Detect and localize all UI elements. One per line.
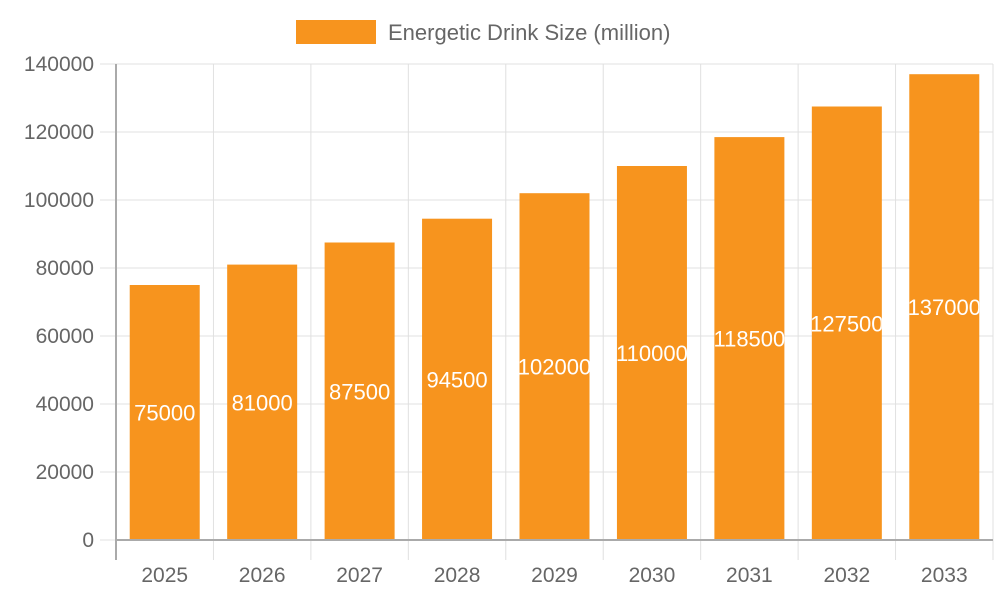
y-tick-label: 60000 [36, 325, 94, 348]
bar-2031 [714, 137, 785, 540]
x-tick-label: 2026 [239, 564, 286, 587]
bar-2028 [422, 218, 493, 540]
data-label-2030: 110000 [616, 341, 688, 366]
y-tick-label: 120000 [24, 121, 94, 144]
x-tick-label: 2025 [141, 564, 188, 587]
x-tick-label: 2032 [823, 564, 870, 587]
x-tick-label: 2029 [531, 564, 578, 587]
data-label-2032: 127500 [810, 311, 883, 336]
legend[interactable]: Energetic Drink Size (million) [296, 20, 670, 45]
legend-swatch [296, 20, 376, 44]
x-tick-label: 2031 [726, 564, 773, 587]
bar-2029 [519, 193, 590, 540]
bar-2030 [616, 166, 687, 540]
bar-2026 [227, 264, 298, 540]
x-tick-label: 2030 [629, 564, 676, 587]
data-label-2026: 81000 [232, 390, 293, 415]
legend-label: Energetic Drink Size (million) [388, 20, 670, 45]
bar-2027 [324, 242, 395, 540]
y-tick-label: 140000 [24, 53, 94, 76]
y-tick-label: 80000 [36, 257, 94, 280]
y-tick-label: 20000 [36, 461, 94, 484]
bar-2032 [811, 106, 882, 540]
data-label-2027: 87500 [329, 379, 390, 404]
bar-2025 [129, 285, 200, 540]
x-tick-label: 2028 [434, 564, 481, 587]
bar-2033 [909, 74, 980, 540]
axes: 0 20000 40000 60000 80000 100000 120000 140000 2… [24, 53, 993, 587]
x-tick-label: 2027 [336, 564, 383, 587]
bars: 75000 81000 87500 94500 102000 110000 118500 12… [129, 74, 981, 540]
data-label-2033: 137000 [908, 295, 981, 320]
data-label-2025: 75000 [134, 401, 195, 426]
data-label-2028: 94500 [426, 367, 487, 392]
y-tick-label: 100000 [24, 189, 94, 212]
y-tick-label: 40000 [36, 393, 94, 416]
data-label-2029: 102000 [518, 355, 591, 380]
x-tick-label: 2033 [921, 564, 968, 587]
data-label-2031: 118500 [713, 327, 785, 352]
y-tick-label: 0 [82, 529, 94, 552]
